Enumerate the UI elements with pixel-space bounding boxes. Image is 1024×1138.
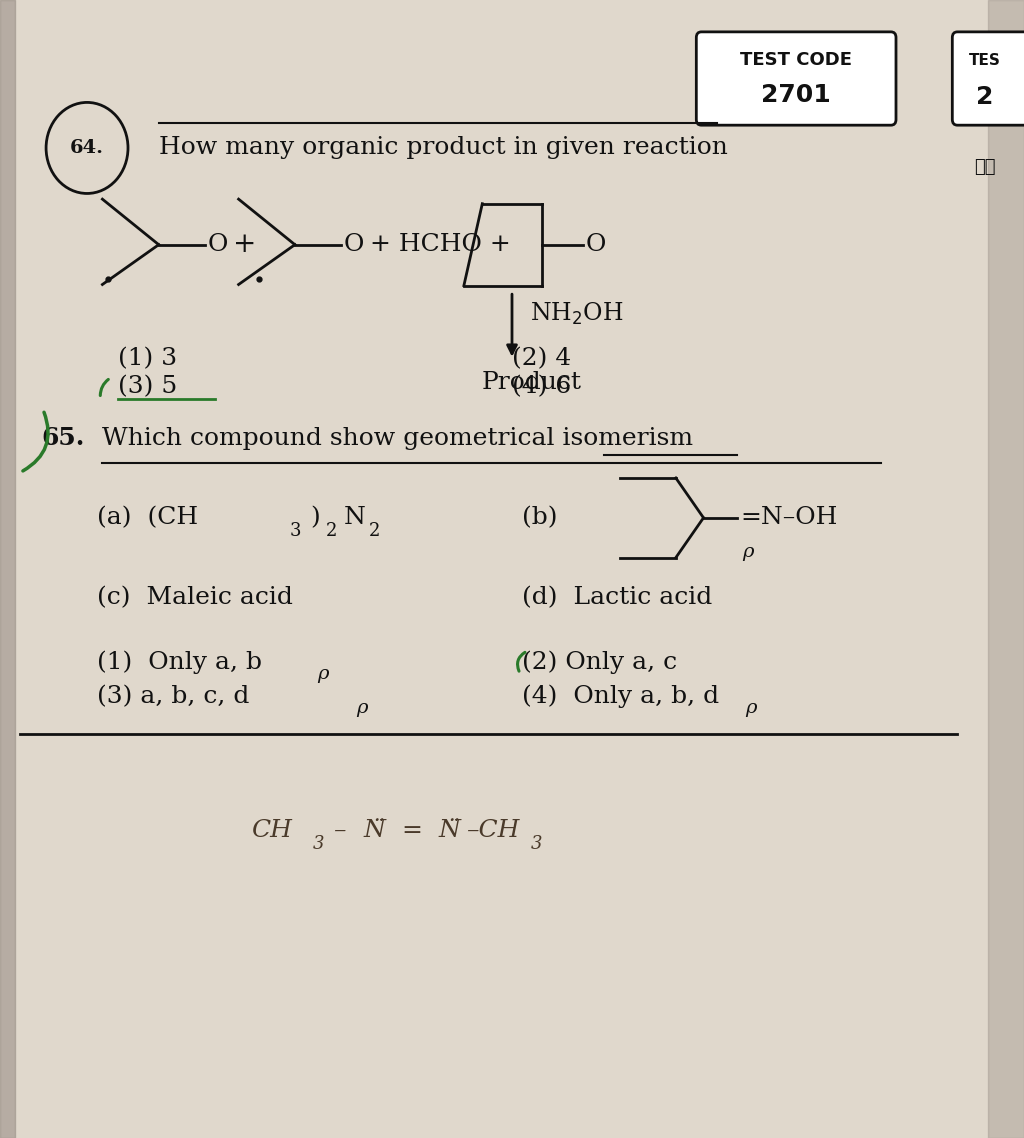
Text: 2: 2 xyxy=(977,84,993,108)
Text: (d)  Lactic acid: (d) Lactic acid xyxy=(522,586,713,609)
Text: O: O xyxy=(208,233,228,256)
FancyBboxPatch shape xyxy=(696,32,896,125)
Text: O: O xyxy=(586,233,606,256)
Text: –CH: –CH xyxy=(466,819,519,842)
Text: –: – xyxy=(333,819,345,842)
Text: 3: 3 xyxy=(312,835,324,854)
Text: CH: CH xyxy=(251,819,292,842)
Text: (2) 4: (2) 4 xyxy=(512,347,571,370)
Text: (3) a, b, c, d: (3) a, b, c, d xyxy=(97,685,250,708)
Text: 65.: 65. xyxy=(41,426,84,451)
Text: (1)  Only a, b: (1) Only a, b xyxy=(97,651,262,674)
Text: ρ: ρ xyxy=(356,699,368,717)
Text: (4)  Only a, b, d: (4) Only a, b, d xyxy=(522,685,720,708)
Text: ρ: ρ xyxy=(742,543,754,561)
Text: 3: 3 xyxy=(530,835,542,854)
Text: TES: TES xyxy=(969,53,1001,68)
Text: (1) 3: (1) 3 xyxy=(118,347,177,370)
Text: (3) 5: (3) 5 xyxy=(118,376,177,398)
Text: O: O xyxy=(344,233,365,256)
Text: (a)  (CH: (a) (CH xyxy=(97,506,199,529)
Text: Which compound show geometrical isomerism: Which compound show geometrical isomeris… xyxy=(102,427,693,450)
Text: Product: Product xyxy=(481,371,582,394)
Text: (2) Only a, c: (2) Only a, c xyxy=(522,651,677,674)
Text: 2: 2 xyxy=(369,522,380,541)
Text: How many organic product in given reaction: How many organic product in given reacti… xyxy=(159,137,728,159)
Text: N: N xyxy=(344,506,366,529)
Text: =N–OH: =N–OH xyxy=(740,506,838,529)
Text: 2: 2 xyxy=(326,522,337,541)
Text: 64.: 64. xyxy=(70,139,104,157)
Text: (c)  Maleic acid: (c) Maleic acid xyxy=(97,586,293,609)
Text: TEST CODE: TEST CODE xyxy=(740,51,852,69)
Text: N̈: N̈ xyxy=(438,819,460,842)
Text: (4) 6: (4) 6 xyxy=(512,376,571,398)
Text: =: = xyxy=(394,819,431,842)
Text: NH$_2$OH: NH$_2$OH xyxy=(530,300,624,328)
Text: ): ) xyxy=(310,506,321,529)
Text: (b): (b) xyxy=(522,506,558,529)
Text: नि: नि xyxy=(975,158,995,176)
Text: ρ: ρ xyxy=(745,699,757,717)
Text: 2701: 2701 xyxy=(761,83,831,107)
Text: 3: 3 xyxy=(290,522,301,541)
Text: N̈: N̈ xyxy=(364,819,385,842)
Text: ρ: ρ xyxy=(317,665,329,683)
Text: +: + xyxy=(233,231,257,258)
Text: + HCHO +: + HCHO + xyxy=(370,233,510,256)
FancyBboxPatch shape xyxy=(952,32,1024,125)
